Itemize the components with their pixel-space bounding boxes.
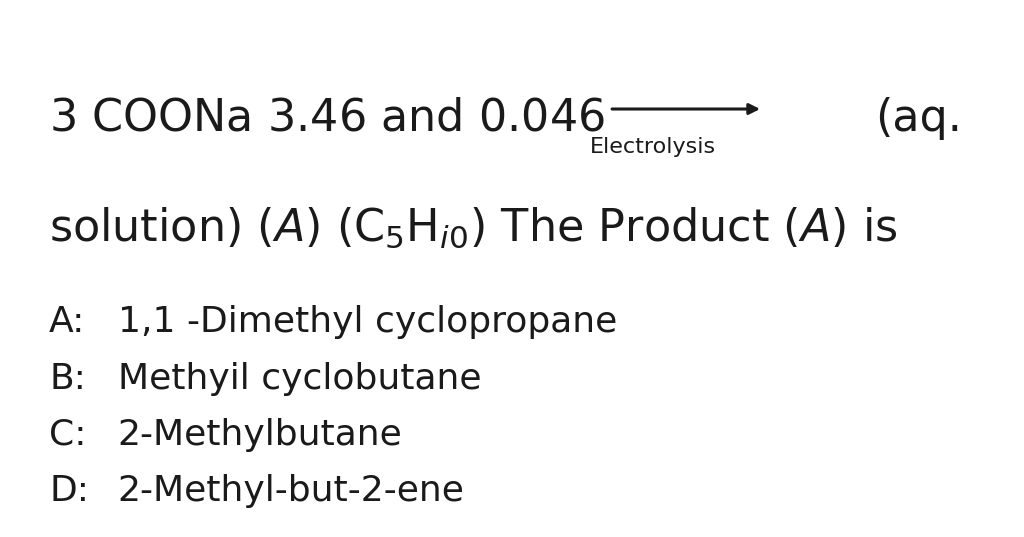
Text: A:: A: xyxy=(49,305,86,339)
Text: solution) $(A)$ $\left(\mathrm{C_5H}_{i0}\right)$ The Product $(A)$ is: solution) $(A)$ $\left(\mathrm{C_5H}_{i0… xyxy=(49,206,898,250)
Text: Electrolysis: Electrolysis xyxy=(590,136,717,157)
Text: 3 COONa $3.46$ and $0.046$: 3 COONa $3.46$ and $0.046$ xyxy=(49,97,605,140)
Text: 1,1 -Dimethyl cyclopropane: 1,1 -Dimethyl cyclopropane xyxy=(118,305,617,339)
Text: Methyil cyclobutane: Methyil cyclobutane xyxy=(118,361,481,396)
Text: 2-Methylbutane: 2-Methylbutane xyxy=(118,418,402,452)
Text: D:: D: xyxy=(49,474,89,509)
Text: C:: C: xyxy=(49,418,87,452)
Text: B:: B: xyxy=(49,361,86,396)
Text: (aq.: (aq. xyxy=(876,97,963,140)
Text: 2-Methyl-but-2-ene: 2-Methyl-but-2-ene xyxy=(118,474,465,509)
